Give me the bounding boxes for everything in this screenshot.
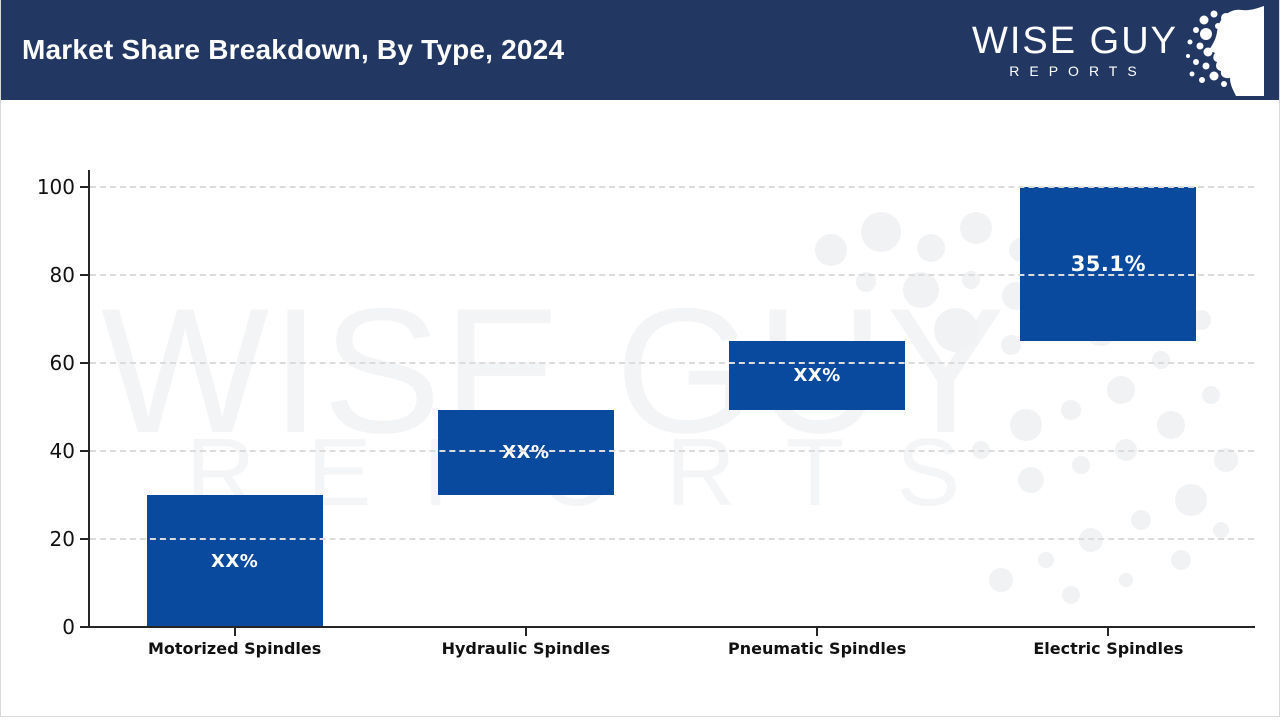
page-title: Market Share Breakdown, By Type, 2024: [22, 34, 565, 65]
gridline: [90, 538, 1254, 540]
bar: 35.1%: [1020, 187, 1197, 342]
y-tick-label: 100: [36, 175, 75, 199]
y-tick: [80, 450, 88, 452]
y-axis: [88, 170, 90, 628]
x-tick: [524, 628, 527, 636]
x-tick: [816, 628, 819, 636]
bar: XX%: [146, 495, 323, 627]
bar-value-label: 35.1%: [1070, 252, 1147, 277]
logo-text: WISE GUY REPORTS: [972, 21, 1178, 79]
x-tick: [233, 628, 236, 636]
logo: WISE GUY REPORTS: [972, 4, 1264, 96]
bar-value-label: XX%: [793, 365, 841, 387]
bar: XX%: [437, 410, 614, 495]
y-tick-label: 40: [49, 439, 75, 463]
y-tick-label: 80: [49, 263, 75, 287]
y-tick: [80, 538, 88, 540]
gridline: [90, 274, 1254, 276]
x-tick: [1107, 628, 1110, 636]
x-category-label: Hydraulic Spindles: [441, 639, 611, 658]
x-category-label: Pneumatic Spindles: [728, 639, 907, 658]
gridline: [90, 450, 1254, 452]
logo-wordmark: WISE GUY: [971, 20, 1178, 62]
y-tick: [80, 186, 88, 188]
x-category-label: Motorized Spindles: [147, 639, 322, 658]
logo-subtitle: REPORTS: [1009, 63, 1147, 79]
gridline: [90, 186, 1254, 188]
y-tick: [80, 274, 88, 276]
gridline: [90, 362, 1254, 364]
bar-value-label: XX%: [210, 550, 259, 572]
bar-value-label: XX%: [502, 442, 550, 464]
y-tick-label: 20: [49, 527, 75, 551]
logo-face-icon: [1186, 6, 1264, 96]
y-tick: [80, 362, 88, 364]
header: Market Share Breakdown, By Type, 2024 WI…: [1, 0, 1279, 100]
y-tick-label: 60: [49, 351, 75, 375]
y-tick: [80, 626, 88, 628]
x-axis: [88, 626, 1255, 628]
y-tick-label: 0: [62, 615, 75, 639]
bar: XX%: [729, 341, 906, 411]
x-category-label: Electric Spindles: [1033, 639, 1184, 658]
